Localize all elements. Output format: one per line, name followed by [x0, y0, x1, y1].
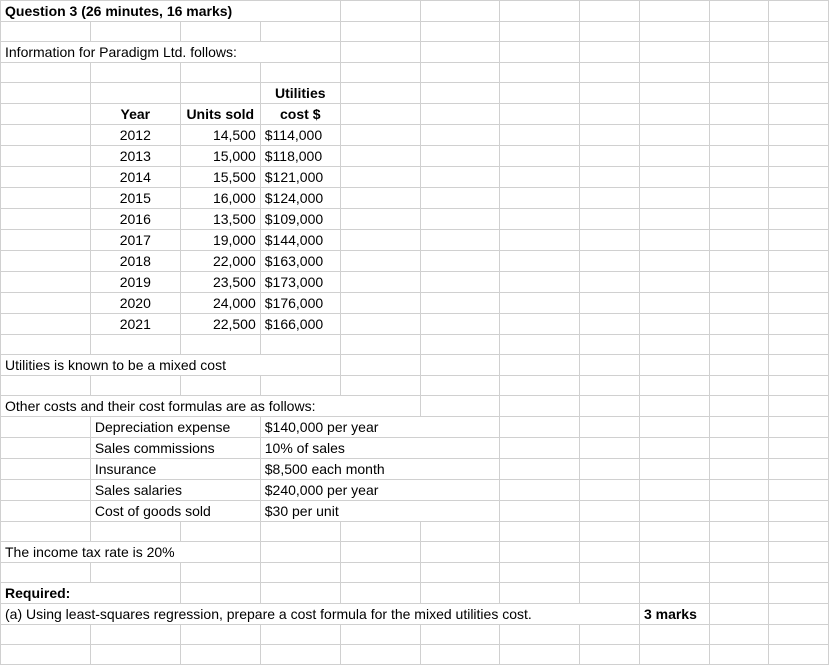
- table-row-year: 2019: [90, 272, 180, 293]
- cost-item-label: Sales commissions: [90, 438, 260, 459]
- col-header-year: Year: [90, 104, 180, 125]
- table-row-units: 13,500: [180, 209, 260, 230]
- table-row-year: 2014: [90, 167, 180, 188]
- cost-item-label: Sales salaries: [90, 480, 260, 501]
- table-row-cost: $124,000: [260, 188, 340, 209]
- table-row-units: 19,000: [180, 230, 260, 251]
- table-row-cost: $144,000: [260, 230, 340, 251]
- table-row-cost: $173,000: [260, 272, 340, 293]
- table-row-units: 22,000: [180, 251, 260, 272]
- table-row-year: 2016: [90, 209, 180, 230]
- info-line: Information for Paradigm Ltd. follows:: [1, 42, 341, 63]
- cost-item-value: $240,000 per year: [260, 480, 500, 501]
- table-row-units: 24,000: [180, 293, 260, 314]
- table-row-year: 2013: [90, 146, 180, 167]
- other-costs-intro: Other costs and their cost formulas are …: [1, 396, 421, 417]
- table-row-units: 23,500: [180, 272, 260, 293]
- table-row-cost: $166,000: [260, 314, 340, 335]
- cost-item-label: Cost of goods sold: [90, 501, 260, 522]
- required-part-a: (a) Using least-squares regression, prep…: [1, 604, 640, 625]
- cost-item-label: Insurance: [90, 459, 260, 480]
- cost-item-value: $140,000 per year: [260, 417, 500, 438]
- table-row-year: 2015: [90, 188, 180, 209]
- mixed-cost-note: Utilities is known to be a mixed cost: [1, 355, 341, 376]
- table-row-units: 16,000: [180, 188, 260, 209]
- question-title: Question 3 (26 minutes, 16 marks): [1, 1, 341, 22]
- tax-note: The income tax rate is 20%: [1, 542, 261, 563]
- cost-item-value: $30 per unit: [260, 501, 500, 522]
- cost-item-value: 10% of sales: [260, 438, 500, 459]
- table-row-units: 14,500: [180, 125, 260, 146]
- table-row-year: 2018: [90, 251, 180, 272]
- table-row-cost: $176,000: [260, 293, 340, 314]
- cost-item-value: $8,500 each month: [260, 459, 500, 480]
- table-row-units: 15,000: [180, 146, 260, 167]
- table-row-year: 2020: [90, 293, 180, 314]
- table-row-year: 2012: [90, 125, 180, 146]
- table-row-cost: $118,000: [260, 146, 340, 167]
- col-header-utilities-2: cost $: [260, 104, 340, 125]
- spreadsheet: Question 3 (26 minutes, 16 marks) Informa…: [0, 0, 829, 665]
- col-header-utilities-1: Utilities: [260, 83, 340, 104]
- required-part-a-marks: 3 marks: [639, 604, 709, 625]
- required-label: Required:: [1, 583, 181, 604]
- table-row-cost: $121,000: [260, 167, 340, 188]
- table-row-year: 2017: [90, 230, 180, 251]
- table-row-year: 2021: [90, 314, 180, 335]
- table-row-cost: $163,000: [260, 251, 340, 272]
- table-row-cost: $114,000: [260, 125, 340, 146]
- table-row-units: 22,500: [180, 314, 260, 335]
- table-row-cost: $109,000: [260, 209, 340, 230]
- cost-item-label: Depreciation expense: [90, 417, 260, 438]
- col-header-units: Units sold: [180, 104, 260, 125]
- table-row-units: 15,500: [180, 167, 260, 188]
